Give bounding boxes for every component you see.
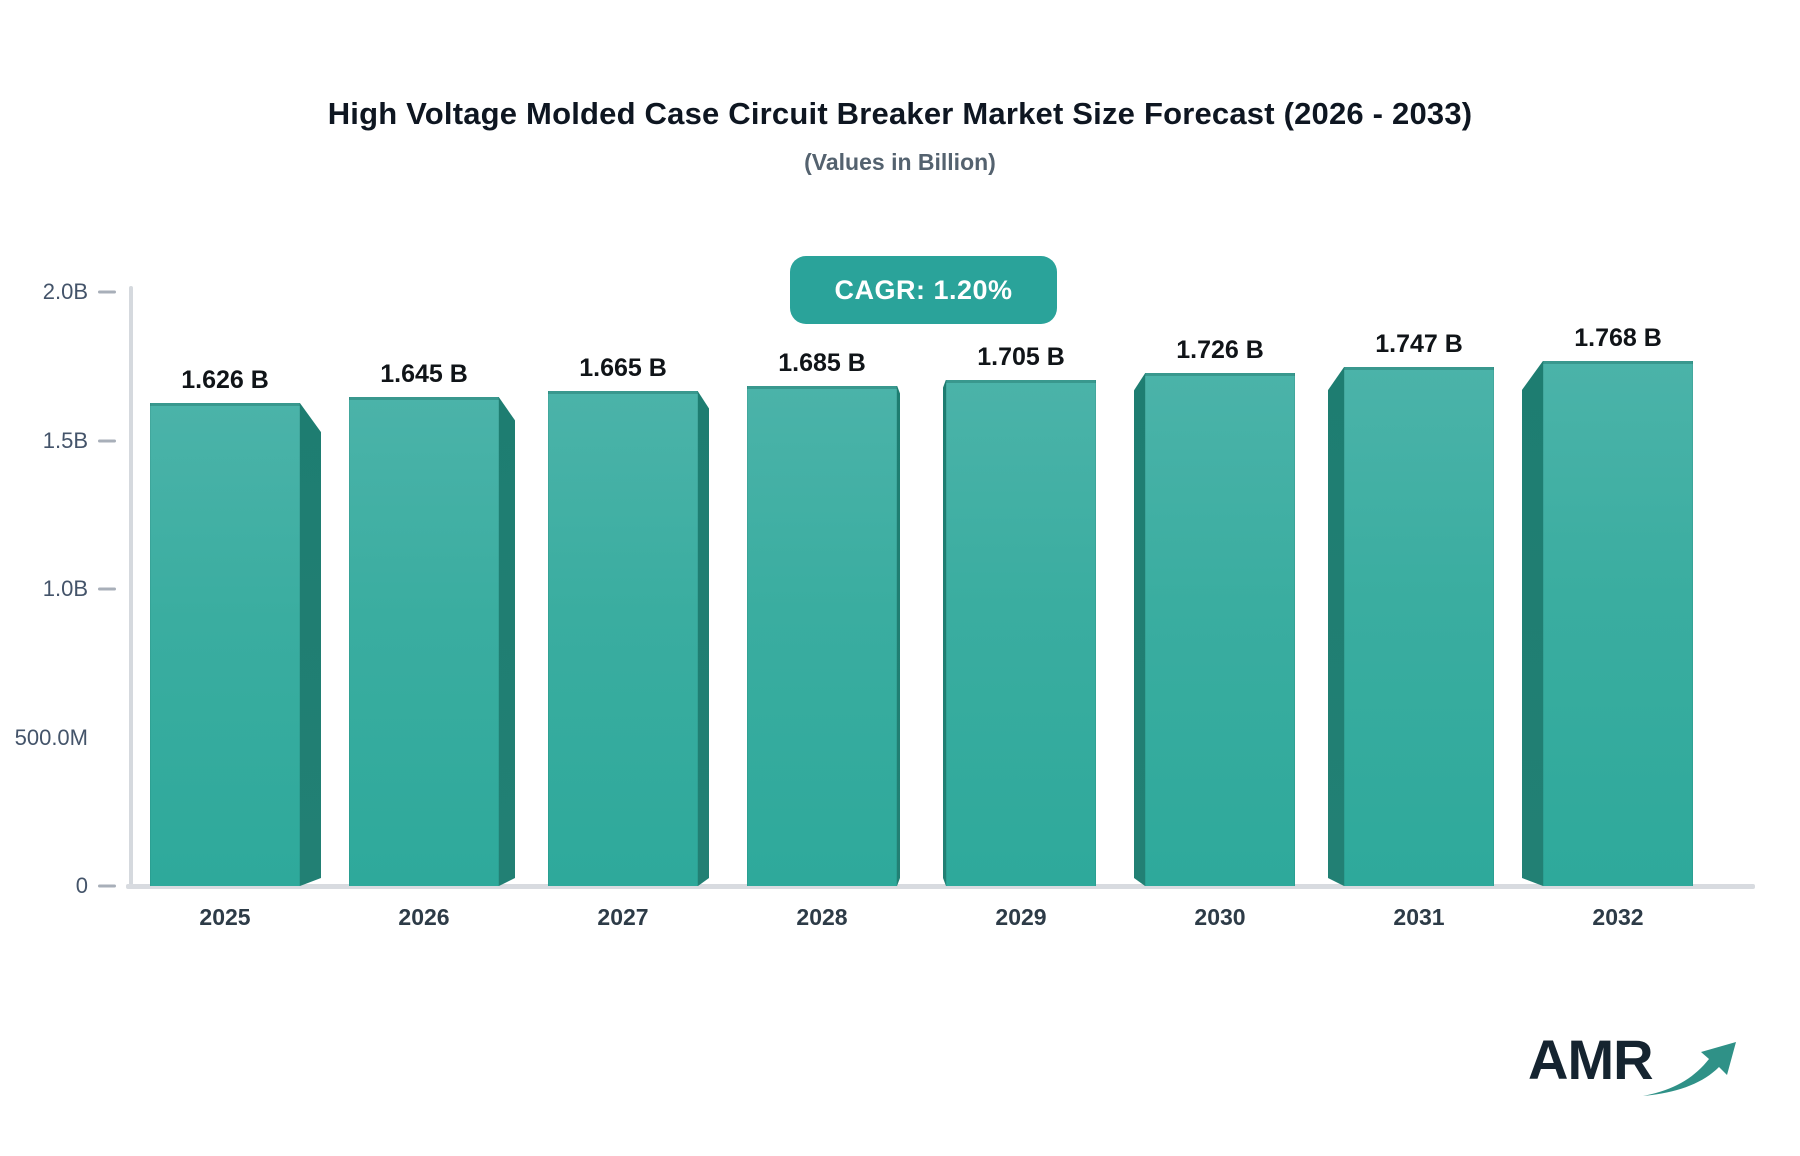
- y-tick-dash: [98, 587, 116, 591]
- bar-value-label: 1.685 B: [778, 348, 866, 377]
- x-axis-label-2027: 2027: [597, 904, 649, 930]
- bar-2030[interactable]: [1145, 373, 1295, 886]
- bar-2027[interactable]: [548, 391, 698, 886]
- y-tick-label: 500.0M: [14, 724, 88, 750]
- x-axis-label-2025: 2025: [199, 904, 251, 930]
- x-axis-line: [126, 884, 1755, 889]
- bar-3d-side: [897, 386, 900, 886]
- y-axis-line: [129, 286, 133, 888]
- bar-3d-side: [698, 391, 709, 886]
- y-tick-label: 1.5B: [42, 427, 88, 453]
- bar-value-label: 1.705 B: [977, 342, 1065, 371]
- bar-value-label: 1.645 B: [380, 360, 468, 389]
- bar-value-label: 1.665 B: [579, 354, 667, 383]
- cagr-badge: CAGR: 1.20%: [790, 256, 1057, 324]
- chart-subtitle: (Values in Billion): [804, 149, 996, 175]
- x-axis-label-2028: 2028: [796, 904, 848, 930]
- x-axis-label-2032: 2032: [1592, 904, 1644, 930]
- bar-3d-side: [499, 397, 515, 886]
- bar-value-label: 1.726 B: [1176, 336, 1264, 365]
- y-tick-dash: [98, 439, 116, 442]
- x-axis-label-2026: 2026: [398, 904, 450, 930]
- bar-value-label: 1.626 B: [181, 366, 269, 395]
- bar-3d-side: [943, 380, 946, 886]
- x-axis-label-2031: 2031: [1393, 904, 1445, 930]
- growth-arrow-icon: [1643, 1042, 1736, 1096]
- amr-logo: AMR: [1528, 1030, 1748, 1110]
- chart-title: High Voltage Molded Case Circuit Breaker…: [327, 96, 1473, 131]
- y-tick-label: 0: [75, 873, 88, 898]
- amr-logo-text: AMR: [1528, 1028, 1654, 1091]
- bar-value-label: 1.747 B: [1375, 330, 1463, 359]
- y-tick-label: 1.0B: [42, 576, 88, 601]
- bar-2031[interactable]: [1344, 367, 1494, 886]
- bar-2026[interactable]: [349, 397, 499, 886]
- bar-2029[interactable]: [946, 379, 1096, 886]
- y-tick-dash: [98, 884, 116, 888]
- y-tick-dash: [98, 290, 116, 294]
- bar-3d-side: [1522, 361, 1543, 886]
- bar-2025[interactable]: [150, 403, 300, 886]
- bar-value-label: 1.768 B: [1574, 323, 1662, 352]
- y-tick-label: 2.0B: [42, 279, 88, 304]
- bar-2032[interactable]: [1543, 360, 1693, 886]
- x-axis-label-2030: 2030: [1194, 904, 1246, 930]
- bar-2028[interactable]: [747, 385, 897, 886]
- x-axis-label-2029: 2029: [995, 904, 1047, 930]
- bar-3d-side: [1328, 367, 1344, 886]
- bar-3d-side: [1134, 373, 1145, 886]
- bar-3d-side: [300, 403, 321, 886]
